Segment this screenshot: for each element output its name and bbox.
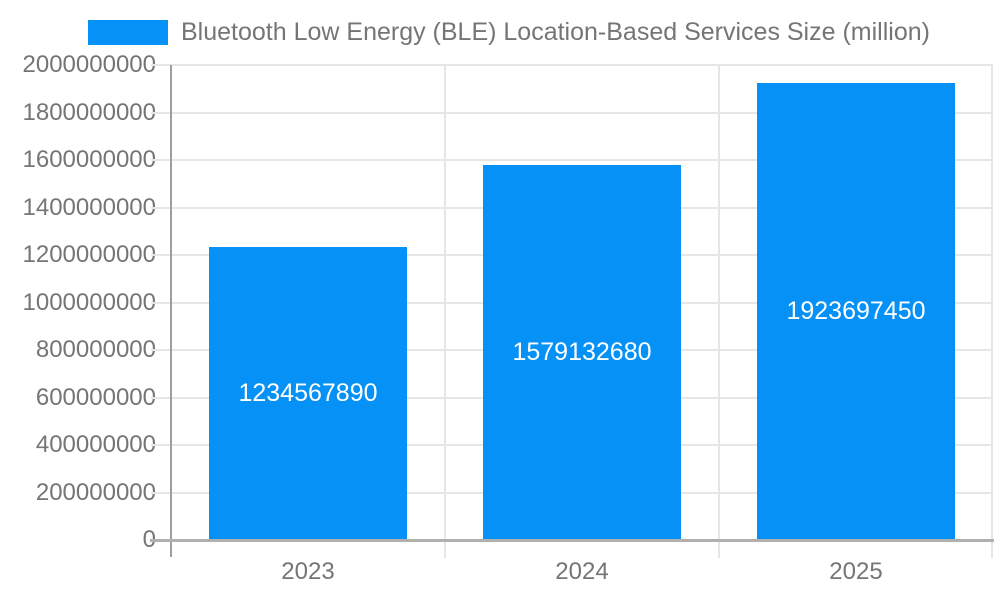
x-axis-labels: 2023 2024 2025 [171,558,993,588]
x-tick-label: 2024 [555,558,609,585]
gridline [151,111,993,114]
y-tick-label: 1000000000 [22,288,156,316]
y-axis-line [170,65,172,557]
legend-swatch [88,19,168,45]
x-axis-baseline [150,539,994,542]
y-tick-label: 1200000000 [22,241,156,268]
bar[interactable]: 1923697450 [757,83,955,540]
bar-value-label: 1579132680 [512,338,652,366]
y-tick-label: 0 [143,525,156,555]
y-tick-label: 200000000 [35,478,156,506]
bar[interactable]: 1234567890 [209,247,407,540]
bar[interactable]: 1579132680 [483,165,681,540]
gridline [151,159,993,161]
y-tick-label: 1600000000 [22,146,156,173]
x-tick-label: 2025 [829,558,883,585]
chart-title: Bluetooth Low Energy (BLE) Location-Base… [181,17,930,46]
y-tick-label: 400000000 [35,431,156,458]
plot-area: 1234567890 1579132680 1923697450 [151,64,993,558]
y-tick-label: 1800000000 [22,98,156,126]
y-axis-labels: 2000000000 1800000000 1600000000 1400000000… [0,51,156,553]
bar-value-label: 1923697450 [786,297,926,325]
y-tick-label: 600000000 [35,383,156,411]
vertical-gridline [991,65,993,558]
y-tick-label: 2000000000 [22,51,156,78]
bar-value-label: 1234567890 [238,379,378,407]
x-tick-label: 2023 [281,558,335,585]
chart-legend: Bluetooth Low Energy (BLE) Location-Base… [88,12,930,52]
vertical-gridline [718,65,720,558]
gridline [151,64,993,66]
y-tick-label: 800000000 [35,336,156,363]
vertical-gridline [444,65,446,558]
y-tick-label: 1400000000 [22,193,156,221]
